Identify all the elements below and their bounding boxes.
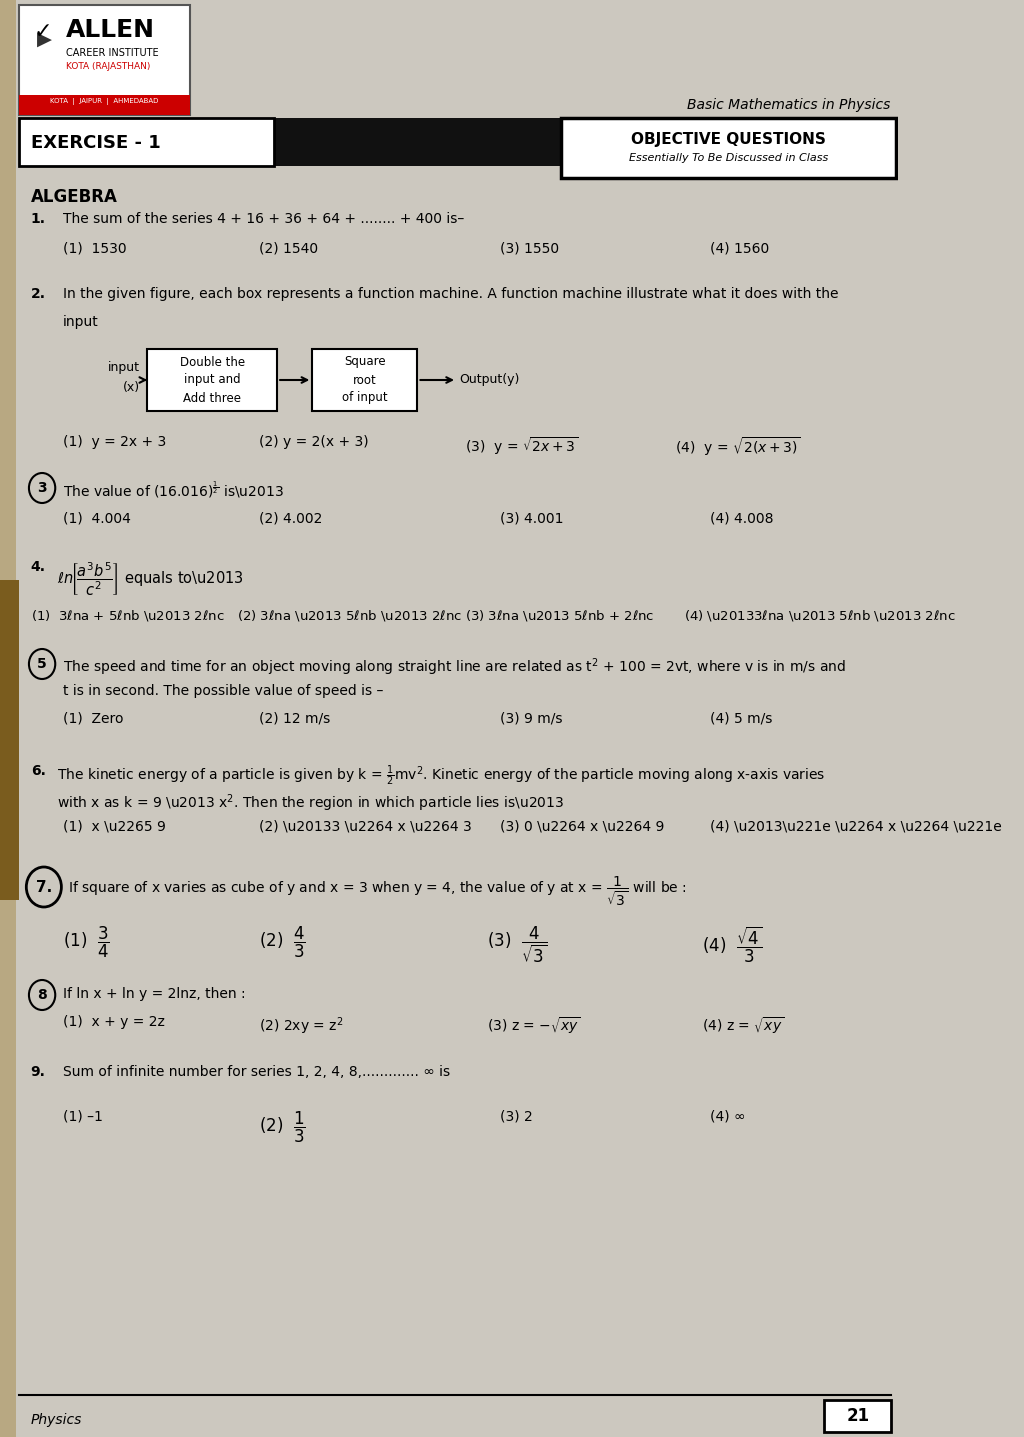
Text: root: root (353, 374, 377, 387)
Text: If square of x varies as cube of y and x = 3 when y = 4, the value of y at x = $: If square of x varies as cube of y and x… (69, 875, 687, 908)
FancyBboxPatch shape (19, 95, 190, 115)
Text: OBJECTIVE QUESTIONS: OBJECTIVE QUESTIONS (632, 132, 826, 147)
Text: (1)  x \u2265 9: (1) x \u2265 9 (63, 821, 166, 833)
Text: If ln x + ln y = 2lnz, then :: If ln x + ln y = 2lnz, then : (63, 987, 246, 1002)
Text: (3) 9 m/s: (3) 9 m/s (500, 711, 562, 726)
Text: (4) 4.008: (4) 4.008 (711, 512, 774, 526)
Text: Basic Mathematics in Physics: Basic Mathematics in Physics (687, 98, 890, 112)
Text: (1)  $\dfrac{3}{4}$: (1) $\dfrac{3}{4}$ (63, 925, 110, 960)
Text: (4)  $\dfrac{\sqrt{4}}{3}$: (4) $\dfrac{\sqrt{4}}{3}$ (701, 925, 762, 966)
Text: KOTA  |  JAIPUR  |  AHMEDABAD: KOTA | JAIPUR | AHMEDABAD (50, 98, 159, 105)
FancyBboxPatch shape (824, 1400, 891, 1433)
Text: EXERCISE - 1: EXERCISE - 1 (31, 134, 161, 152)
Text: (3) z = $-\sqrt{xy}$: (3) z = $-\sqrt{xy}$ (486, 1015, 581, 1036)
Text: 1.: 1. (31, 213, 46, 226)
Text: Double the: Double the (179, 355, 245, 368)
Text: KOTA (RAJASTHAN): KOTA (RAJASTHAN) (66, 62, 151, 70)
Text: ✓: ✓ (34, 22, 52, 42)
Text: (2) y = 2(x + 3): (2) y = 2(x + 3) (259, 435, 369, 448)
FancyBboxPatch shape (561, 118, 896, 178)
Text: Add three: Add three (183, 391, 242, 404)
Text: 5: 5 (37, 657, 47, 671)
FancyBboxPatch shape (0, 581, 19, 900)
Text: (2)  $\dfrac{1}{3}$: (2) $\dfrac{1}{3}$ (259, 1109, 305, 1145)
Text: (2) 4.002: (2) 4.002 (259, 512, 323, 526)
Text: 8: 8 (37, 989, 47, 1002)
Text: t is in second. The possible value of speed is –: t is in second. The possible value of sp… (63, 684, 384, 698)
FancyBboxPatch shape (312, 349, 418, 411)
Text: (3) 4.001: (3) 4.001 (500, 512, 563, 526)
Text: (3) 3$\ell$na \u2013 5$\ell$nb + 2$\ell$nc: (3) 3$\ell$na \u2013 5$\ell$nb + 2$\ell$… (465, 608, 654, 624)
Text: (3) 0 \u2264 x \u2264 9: (3) 0 \u2264 x \u2264 9 (500, 821, 665, 833)
Text: (3) 1550: (3) 1550 (500, 241, 559, 256)
Text: ALLEN: ALLEN (66, 19, 155, 42)
Text: (3) 2: (3) 2 (500, 1109, 532, 1124)
Text: (4) \u20133$\ell$na \u2013 5$\ell$nb \u2013 2$\ell$nc: (4) \u20133$\ell$na \u2013 5$\ell$nb \u2… (684, 608, 955, 624)
Text: (2) 1540: (2) 1540 (259, 241, 317, 256)
Text: (1) –1: (1) –1 (63, 1109, 103, 1124)
Text: (4) ∞: (4) ∞ (711, 1109, 745, 1124)
Text: (2) 3$\ell$na \u2013 5$\ell$nb \u2013 2$\ell$nc: (2) 3$\ell$na \u2013 5$\ell$nb \u2013 2$… (237, 608, 462, 624)
Text: input and: input and (184, 374, 241, 387)
Text: (4) \u2013\u221e \u2264 x \u2264 \u221e: (4) \u2013\u221e \u2264 x \u2264 \u221e (711, 821, 1002, 833)
FancyBboxPatch shape (147, 349, 278, 411)
FancyBboxPatch shape (19, 4, 190, 115)
Text: CAREER INSTITUTE: CAREER INSTITUTE (66, 47, 159, 57)
Text: (x): (x) (123, 381, 140, 395)
Text: (1)  x + y = 2z: (1) x + y = 2z (63, 1015, 165, 1029)
Text: (4) 1560: (4) 1560 (711, 241, 770, 256)
Text: with x as k = 9 \u2013 x$^2$. Then the region in which particle lies is\u2013: with x as k = 9 \u2013 x$^2$. Then the r… (57, 792, 564, 813)
Text: (1)  Zero: (1) Zero (63, 711, 124, 726)
Text: (2) 2xy = z$^2$: (2) 2xy = z$^2$ (259, 1015, 343, 1036)
Text: of input: of input (342, 391, 388, 404)
Text: The value of $(16.016)^{\frac{1}{2}}$ is\u2013: The value of $(16.016)^{\frac{1}{2}}$ is… (63, 480, 284, 500)
Text: Essentially To Be Discussed in Class: Essentially To Be Discussed in Class (629, 152, 828, 162)
Text: input: input (109, 362, 140, 375)
Text: (4) 5 m/s: (4) 5 m/s (711, 711, 773, 726)
Text: 2.: 2. (31, 287, 46, 300)
Text: (1)  1530: (1) 1530 (63, 241, 127, 256)
Text: (2)  $\dfrac{4}{3}$: (2) $\dfrac{4}{3}$ (259, 925, 305, 960)
Text: Physics: Physics (31, 1413, 82, 1427)
Text: Output(y): Output(y) (460, 374, 520, 387)
Text: The sum of the series 4 + 16 + 36 + 64 + ........ + 400 is–: The sum of the series 4 + 16 + 36 + 64 +… (63, 213, 465, 226)
Text: (1)  4.004: (1) 4.004 (63, 512, 131, 526)
Text: (4) z = $\sqrt{xy}$: (4) z = $\sqrt{xy}$ (701, 1015, 783, 1036)
Text: 4.: 4. (31, 560, 46, 573)
Text: 7.: 7. (36, 879, 52, 894)
Text: Square: Square (344, 355, 386, 368)
Text: (4)  y = $\sqrt{2(x+3)}$: (4) y = $\sqrt{2(x+3)}$ (676, 435, 801, 458)
Text: In the given figure, each box represents a function machine. A function machine : In the given figure, each box represents… (63, 287, 839, 300)
Text: (1)  3$\ell$na + 5$\ell$nb \u2013 2$\ell$nc: (1) 3$\ell$na + 5$\ell$nb \u2013 2$\ell$… (31, 608, 224, 624)
FancyBboxPatch shape (19, 118, 896, 167)
Text: 21: 21 (846, 1407, 869, 1426)
Text: ALGEBRA: ALGEBRA (31, 188, 118, 205)
Text: (1)  y = 2x + 3: (1) y = 2x + 3 (63, 435, 166, 448)
Text: (2) 12 m/s: (2) 12 m/s (259, 711, 330, 726)
Text: 6.: 6. (31, 764, 46, 777)
Text: $\ell n\!\left[\dfrac{a^3b^5}{c^2}\right]$ equals to\u2013: $\ell n\!\left[\dfrac{a^3b^5}{c^2}\right… (57, 560, 244, 598)
Text: input: input (63, 315, 99, 329)
Text: (3)  $\dfrac{4}{\sqrt{3}}$: (3) $\dfrac{4}{\sqrt{3}}$ (486, 925, 547, 966)
Text: The speed and time for an object moving along straight line are related as t$^2$: The speed and time for an object moving … (63, 657, 846, 678)
Text: 9.: 9. (31, 1065, 46, 1079)
Text: (3)  y = $\sqrt{2x+3}$: (3) y = $\sqrt{2x+3}$ (465, 435, 579, 457)
FancyBboxPatch shape (19, 118, 273, 167)
Text: (2) \u20133 \u2264 x \u2264 3: (2) \u20133 \u2264 x \u2264 3 (259, 821, 471, 833)
Text: Sum of infinite number for series 1, 2, 4, 8,............. ∞ is: Sum of infinite number for series 1, 2, … (63, 1065, 451, 1079)
Text: 3: 3 (37, 481, 47, 494)
FancyBboxPatch shape (0, 0, 15, 1437)
Text: ▶: ▶ (37, 30, 52, 49)
Text: The kinetic energy of a particle is given by k = $\frac{1}{2}$mv$^2$. Kinetic en: The kinetic energy of a particle is give… (57, 764, 825, 789)
